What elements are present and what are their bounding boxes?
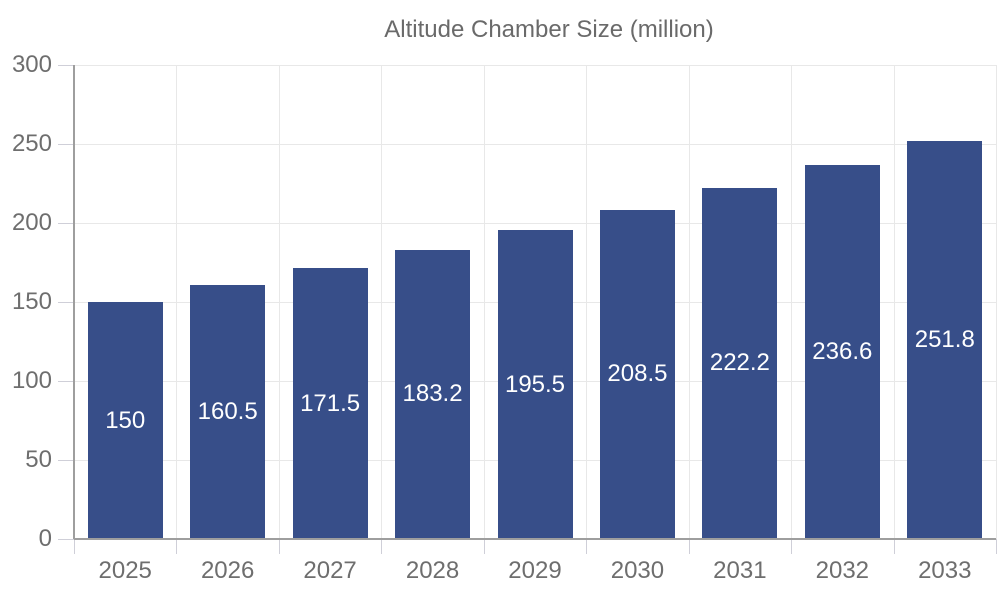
- x-tick-label: 2028: [405, 557, 460, 584]
- bar: 222.2: [702, 187, 778, 539]
- horizontal-gridline: [74, 144, 996, 145]
- y-axis-tick: [58, 302, 74, 303]
- bar: 208.5: [599, 209, 675, 539]
- vertical-gridline: [381, 65, 383, 539]
- bar-value-label: 160.5: [197, 398, 258, 426]
- bar: 183.2: [395, 249, 471, 539]
- horizontal-gridline: [74, 65, 996, 66]
- x-tick-label: 2030: [610, 557, 665, 584]
- x-tick-label: 2031: [713, 557, 767, 584]
- y-axis-tick: [58, 223, 74, 224]
- x-tick-label: 2033: [918, 557, 972, 584]
- vertical-gridline: [688, 65, 690, 539]
- y-tick-label: 300: [11, 51, 52, 78]
- legend-swatch: [286, 18, 366, 43]
- y-tick-label: 0: [38, 525, 52, 552]
- y-axis-line: [73, 65, 75, 539]
- x-tick-label: 2029: [508, 557, 562, 584]
- legend-label: Altitude Chamber Size (million): [384, 16, 714, 43]
- vertical-gridline: [176, 65, 178, 539]
- bar: 171.5: [292, 268, 368, 539]
- y-axis-tick: [58, 381, 74, 382]
- x-tick-label: 2025: [98, 557, 152, 584]
- y-tick-label: 100: [11, 367, 52, 394]
- x-axis-tick: [74, 539, 75, 554]
- legend: Altitude Chamber Size (million): [286, 16, 713, 44]
- y-tick-label: 250: [11, 130, 52, 157]
- vertical-gridline: [893, 65, 895, 539]
- vertical-gridline: [278, 65, 280, 539]
- y-tick-label: 200: [11, 209, 52, 236]
- plot-area: 0 50 100 150 200 250 300 2025 2026 2027 2028 2029 20…: [12, 52, 997, 584]
- y-tick-label: 50: [25, 446, 52, 473]
- vertical-gridline: [791, 65, 793, 539]
- bar-value-label: 222.2: [709, 349, 770, 377]
- bar-value-label: 183.2: [402, 380, 463, 408]
- x-axis-tick: [483, 539, 485, 554]
- x-tick-label: 2026: [200, 557, 255, 584]
- bar: 150: [87, 302, 163, 539]
- bar-value-label: 208.5: [607, 360, 668, 388]
- bar: 195.5: [497, 230, 573, 539]
- y-axis-tick: [58, 460, 74, 461]
- horizontal-gridline: [74, 223, 996, 224]
- y-axis-tick: [58, 539, 74, 540]
- bar-value-label: 251.8: [914, 326, 975, 354]
- y-tick-label: 150: [11, 288, 52, 315]
- bar-value-label: 195.5: [504, 370, 566, 398]
- x-tick-label: 2032: [815, 557, 870, 584]
- vertical-gridline: [483, 65, 485, 539]
- x-axis-tick: [893, 539, 895, 554]
- vertical-gridline: [586, 65, 588, 539]
- x-axis-tick: [278, 539, 280, 554]
- x-axis-tick: [176, 539, 178, 554]
- y-axis-tick: [58, 144, 74, 145]
- vertical-gridline: [996, 65, 997, 539]
- x-axis-tick: [586, 539, 588, 554]
- bar-value-label: 150: [105, 406, 146, 434]
- x-axis-tick: [688, 539, 690, 554]
- x-axis-tick: [791, 539, 793, 554]
- x-tick-label: 2027: [303, 557, 357, 584]
- bar: 236.6: [804, 165, 880, 539]
- y-axis-tick: [58, 65, 74, 66]
- bar: 251.8: [907, 141, 983, 539]
- x-axis-line: [74, 538, 996, 540]
- bar-value-label: 236.6: [812, 338, 873, 366]
- x-axis-tick: [996, 539, 997, 554]
- bar-value-label: 171.5: [300, 389, 361, 417]
- bar: 160.5: [190, 285, 266, 539]
- x-axis-tick: [381, 539, 383, 554]
